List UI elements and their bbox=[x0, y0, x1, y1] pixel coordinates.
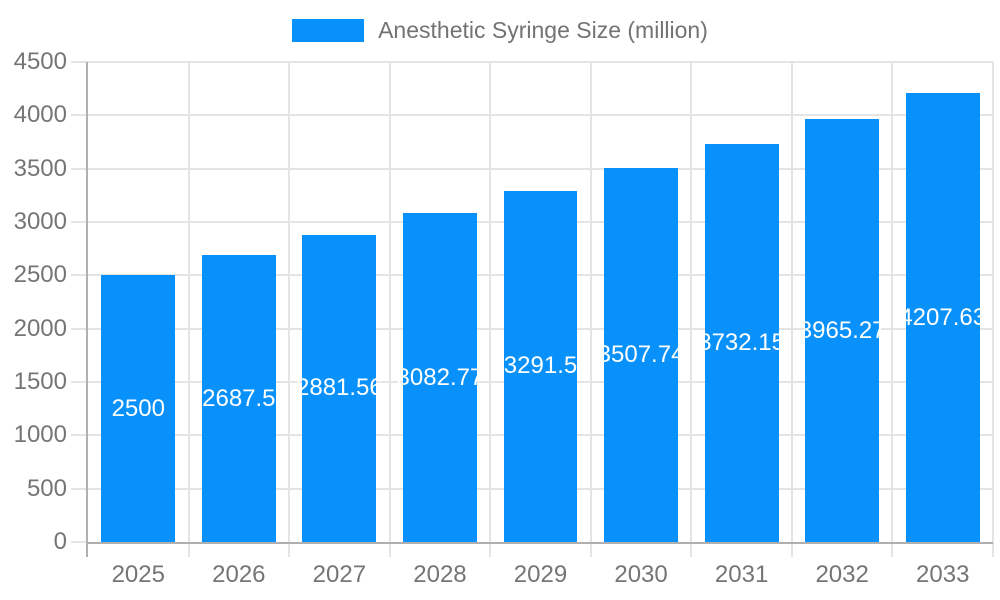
y-tick-label: 2000 bbox=[13, 314, 67, 342]
x-tick-label: 2033 bbox=[916, 561, 970, 588]
bar-2025[interactable] bbox=[101, 275, 176, 542]
bar-2031[interactable] bbox=[704, 143, 779, 542]
bar-2032[interactable] bbox=[805, 119, 880, 542]
bar-2028[interactable] bbox=[402, 213, 477, 542]
bar-2030[interactable] bbox=[604, 167, 678, 542]
bar-value-label: 2881.56 bbox=[295, 374, 383, 402]
legend-swatch bbox=[292, 18, 365, 42]
legend[interactable]: Anesthetic Syringe Size (million) bbox=[0, 16, 1000, 44]
vertical-gridline bbox=[288, 62, 291, 557]
horizontal-gridline bbox=[88, 61, 993, 63]
vertical-gridline bbox=[790, 62, 793, 557]
y-tick-mark bbox=[71, 221, 88, 223]
vertical-gridline bbox=[589, 62, 592, 557]
y-tick-mark bbox=[71, 274, 88, 277]
bar-2026[interactable] bbox=[201, 255, 276, 542]
x-tick-label: 2028 bbox=[413, 561, 467, 588]
y-tick-label: 4500 bbox=[13, 48, 67, 75]
y-tick-mark bbox=[71, 167, 88, 170]
bar-value-label: 4207.63 bbox=[899, 303, 987, 331]
y-tick-mark bbox=[71, 381, 88, 383]
vertical-gridline bbox=[187, 62, 190, 557]
y-tick-label: 1500 bbox=[13, 368, 67, 395]
bar-value-label: 3507.74 bbox=[597, 340, 685, 368]
x-tick-label: 2027 bbox=[312, 561, 367, 588]
x-tick-label: 2025 bbox=[111, 561, 165, 588]
y-tick-label: 1000 bbox=[13, 421, 67, 449]
bar-2033[interactable] bbox=[905, 93, 980, 542]
x-tick-label: 2029 bbox=[513, 561, 568, 588]
y-tick-label: 3500 bbox=[13, 154, 67, 182]
vertical-gridline bbox=[489, 62, 492, 557]
y-tick-mark bbox=[71, 327, 88, 330]
y-tick-mark bbox=[71, 434, 88, 437]
horizontal-gridline bbox=[88, 167, 993, 170]
y-tick-mark bbox=[71, 61, 88, 63]
bar-value-label: 2687.5 bbox=[202, 384, 276, 412]
y-tick-label: 2500 bbox=[13, 261, 67, 289]
x-tick-label: 2031 bbox=[714, 561, 769, 588]
y-tick-mark bbox=[71, 487, 88, 490]
bar-2029[interactable] bbox=[503, 190, 578, 542]
x-tick-label: 2032 bbox=[815, 561, 869, 588]
y-tick-label: 0 bbox=[53, 528, 67, 555]
x-axis-line bbox=[88, 542, 993, 544]
bar-value-label: 3291.5 bbox=[503, 352, 578, 380]
vertical-gridline bbox=[388, 62, 391, 557]
y-axis-line bbox=[86, 62, 88, 557]
bar-value-label: 3732.15 bbox=[698, 328, 785, 356]
bar-value-label: 3965.27 bbox=[798, 316, 886, 344]
y-tick-mark bbox=[71, 541, 88, 543]
x-tick-label: 2026 bbox=[212, 561, 266, 588]
x-tick-label: 2030 bbox=[614, 561, 668, 588]
legend-label: Anesthetic Syringe Size (million) bbox=[378, 17, 708, 43]
y-tick-label: 4000 bbox=[13, 101, 67, 129]
y-tick-label: 500 bbox=[26, 474, 67, 502]
bar-value-label: 3082.77 bbox=[396, 363, 484, 391]
y-tick-label: 3000 bbox=[13, 208, 67, 235]
bar-value-label: 2500 bbox=[111, 394, 165, 422]
vertical-gridline bbox=[992, 62, 994, 557]
horizontal-gridline bbox=[88, 114, 993, 117]
vertical-gridline bbox=[690, 62, 693, 557]
y-tick-mark bbox=[71, 114, 88, 117]
bar-2027[interactable] bbox=[302, 234, 377, 542]
vertical-gridline bbox=[891, 62, 894, 557]
